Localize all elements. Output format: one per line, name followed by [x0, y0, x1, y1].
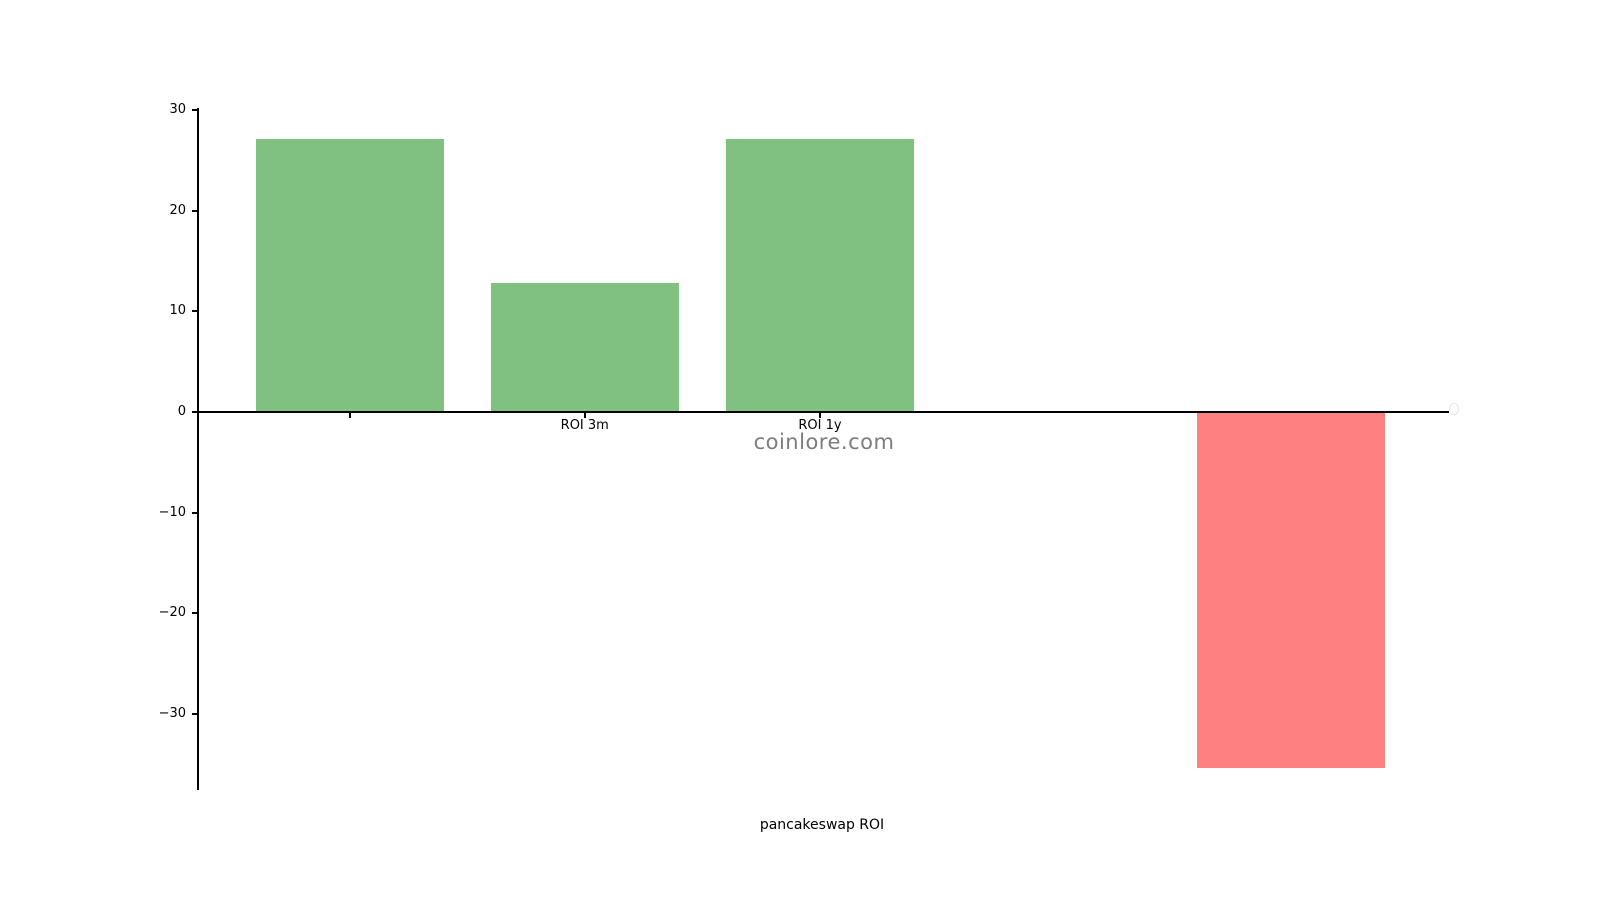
x-tick-label: ROI 1y [798, 418, 842, 433]
watermark-text: coinlore.com [753, 430, 895, 454]
x-axis-title: pancakeswap ROI [759, 817, 885, 833]
bar [255, 139, 444, 412]
x-axis-tick [348, 413, 351, 418]
y-axis-tick [192, 209, 197, 212]
x-tick-label: ROI 3m [560, 418, 609, 433]
y-tick-label: 20 [169, 202, 186, 218]
bar [490, 283, 679, 412]
bar [726, 139, 914, 412]
y-axis-spine [197, 108, 199, 790]
y-axis-tick [192, 713, 197, 715]
y-tick-label: −30 [158, 706, 186, 721]
y-axis-tick [192, 411, 197, 413]
x-axis-tick [819, 413, 821, 418]
y-tick-label: 30 [169, 101, 186, 117]
y-tick-label: −20 [158, 605, 186, 621]
x-axis-line [197, 411, 1449, 413]
y-axis-tick [192, 511, 197, 514]
y-axis-tick [192, 612, 197, 615]
bar [1196, 412, 1385, 769]
axis-end-artifact [1449, 403, 1459, 415]
y-axis-tick [192, 310, 197, 313]
y-tick-label: 0 [177, 404, 186, 419]
y-tick-label: 10 [169, 303, 186, 319]
x-axis-tick [583, 413, 586, 418]
y-axis-tick [192, 108, 197, 111]
y-tick-label: −10 [158, 504, 186, 520]
